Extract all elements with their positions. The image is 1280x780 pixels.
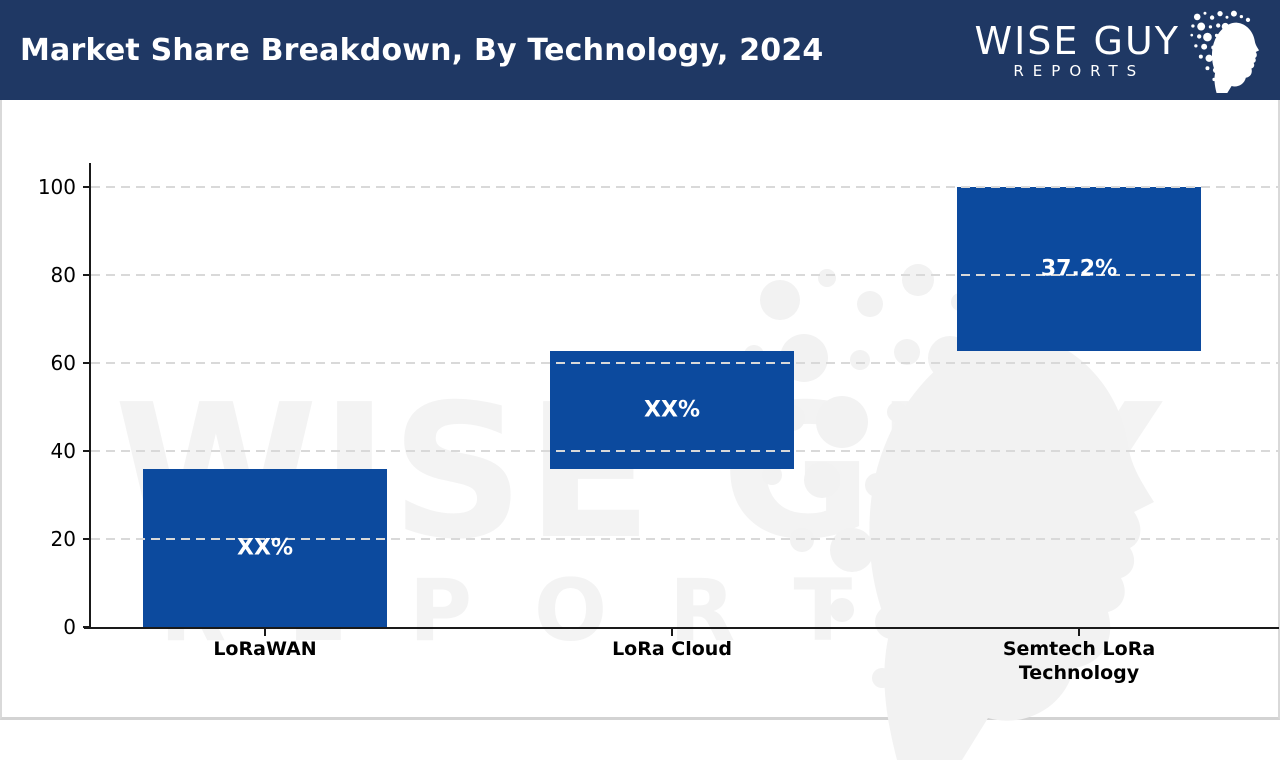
y-tick-mark	[83, 274, 89, 276]
bar	[957, 187, 1201, 351]
bar-value-label: XX%	[644, 397, 700, 423]
gridline	[91, 538, 1279, 540]
page: Market Share Breakdown, By Technology, 2…	[0, 0, 1280, 720]
brand-subtitle: REPORTS	[1013, 61, 1146, 80]
y-tick-label: 80	[50, 263, 76, 287]
x-tick-mark	[264, 629, 266, 636]
header: Market Share Breakdown, By Technology, 2…	[0, 0, 1280, 100]
bar-value-label: 37.2%	[1040, 256, 1118, 282]
brand-logo-text: WISE GUY REPORTS	[975, 22, 1180, 79]
y-tick-mark	[83, 450, 89, 452]
gridline	[91, 450, 1279, 452]
y-tick-label: 40	[50, 439, 76, 463]
bar	[550, 350, 794, 470]
bar	[143, 469, 387, 627]
x-category-label: LoRa Cloud	[612, 638, 732, 660]
brand-name: WISE GUY	[974, 18, 1180, 63]
chart-area: WISE GUY REPORTS XX% XX% 37.2% 0 20 40 60 80 100…	[0, 100, 1280, 720]
y-tick-label: 60	[50, 351, 76, 375]
page-title: Market Share Breakdown, By Technology, 2…	[20, 32, 824, 68]
x-tick-mark	[671, 629, 673, 636]
y-axis-line	[89, 163, 91, 629]
y-tick-mark	[83, 362, 89, 364]
x-category-label: Semtech LoRa Technology	[1002, 638, 1156, 684]
y-tick-mark	[83, 186, 89, 188]
y-tick-label: 100	[37, 175, 76, 199]
gridline	[91, 186, 1279, 188]
y-tick-mark	[83, 626, 89, 628]
x-category-label: LoRaWAN	[213, 638, 317, 660]
gridline	[91, 362, 1279, 364]
y-tick-label: 0	[63, 615, 76, 639]
y-tick-mark	[83, 538, 89, 540]
bar-value-label: XX%	[237, 535, 293, 561]
x-tick-mark	[1078, 629, 1080, 636]
x-axis-line	[84, 627, 1279, 629]
gridline	[91, 274, 1279, 276]
y-tick-label: 20	[50, 527, 76, 551]
brand-logo: WISE GUY REPORTS	[975, 7, 1266, 93]
plot-area: XX% XX% 37.2% 0 20 40 60 80 100 LoRaWAN LoRa Cloud…	[2, 0, 1280, 720]
